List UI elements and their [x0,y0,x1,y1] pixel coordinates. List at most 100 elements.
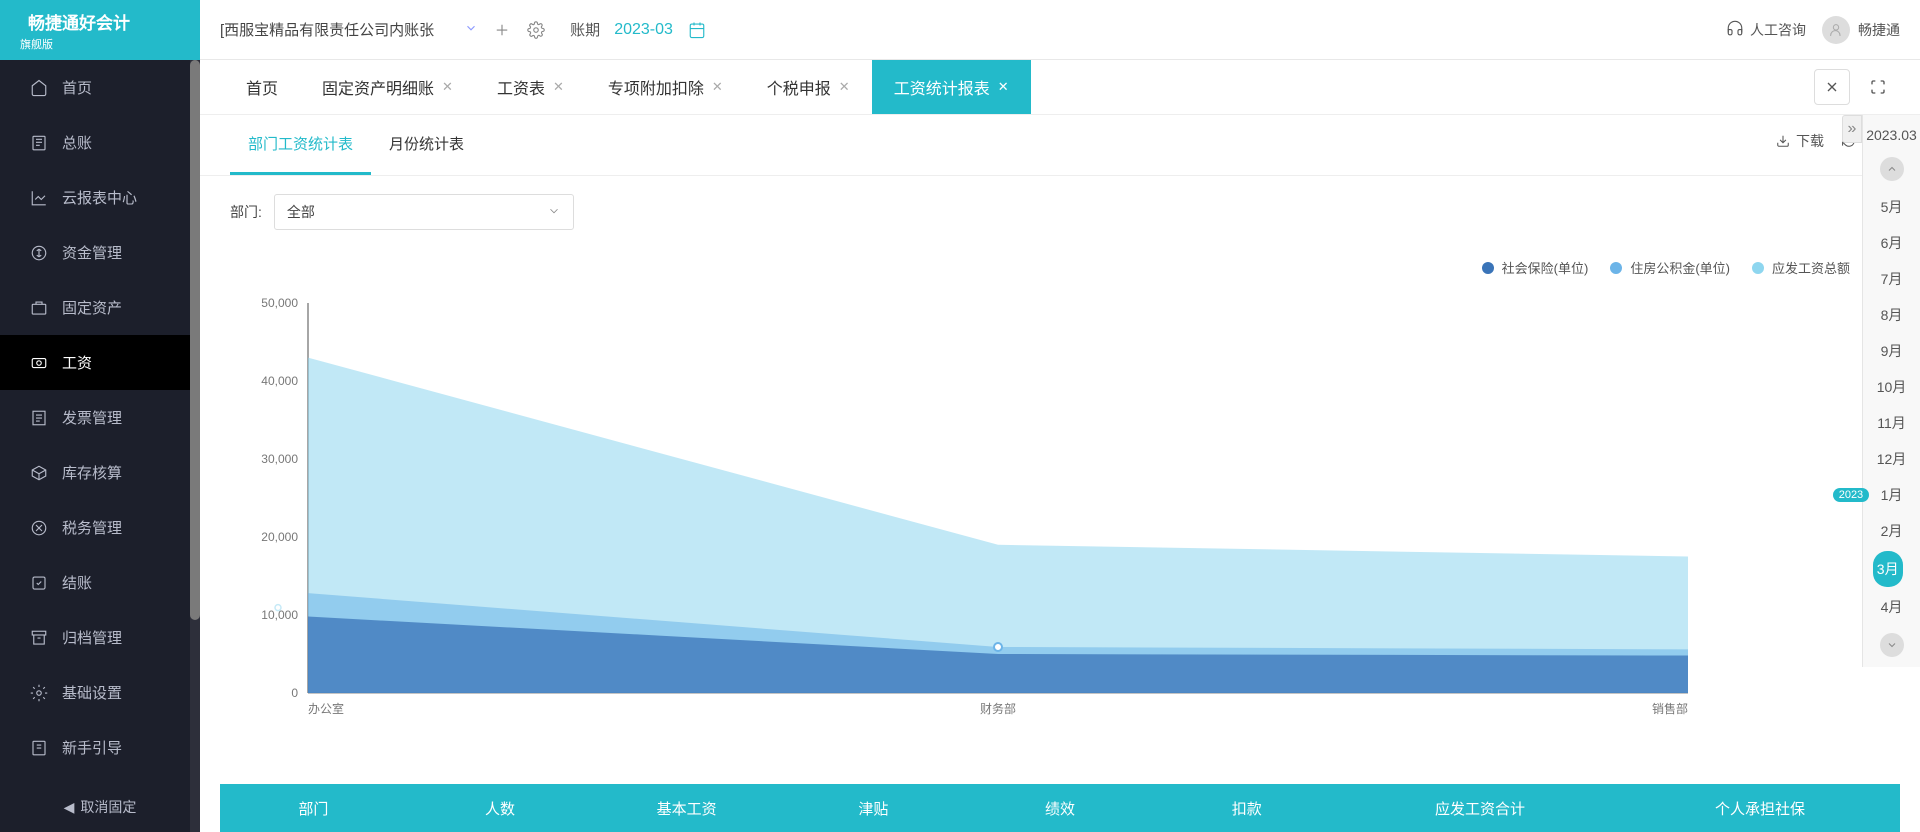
support-link[interactable]: 人工咨询 [1726,19,1806,40]
month-item[interactable]: 11月 [1873,405,1911,441]
tab[interactable]: 首页 [224,60,300,114]
add-icon[interactable] [492,20,512,40]
legend-dot [1482,262,1494,274]
month-item[interactable]: 2月 [1873,513,1911,549]
legend-item[interactable]: 应发工资总额 [1752,258,1850,277]
tab-label: 专项附加扣除 [608,75,704,99]
month-prev[interactable] [1880,157,1904,181]
svg-text:办公室: 办公室 [308,701,344,716]
tab-close-icon[interactable]: ✕ [839,79,850,95]
sidebar-item-salary[interactable]: 工资 [0,335,200,390]
period-value[interactable]: 2023-03 [614,21,673,39]
settings-icon [30,684,48,702]
fullscreen-button[interactable] [1860,69,1896,105]
tab-label: 工资统计报表 [894,75,990,99]
header: [西服宝精品有限责任公司内账张 账期 2023-03 人工咨询 畅捷通 [200,0,1920,60]
month-item[interactable]: 3月 [1873,551,1903,587]
month-item[interactable]: 4月 [1873,589,1911,625]
company-name: [西服宝精品有限责任公司内账张 [220,19,434,40]
inventory-icon [30,464,48,482]
sidebar-item-report[interactable]: 云报表中心 [0,170,200,225]
tab-close-icon[interactable]: ✕ [553,79,564,95]
tab[interactable]: 专项附加扣除 ✕ [586,60,745,114]
tab-close-icon[interactable]: ✕ [998,79,1009,95]
company-selector[interactable]: [西服宝精品有限责任公司内账张 [220,19,478,40]
chart-legend: 社会保险(单位) 住房公积金(单位) 应发工资总额 [230,248,1890,293]
logo-text: 畅捷通好会计 [28,9,130,34]
sidebar-item-inventory[interactable]: 库存核算 [0,445,200,500]
gear-icon[interactable] [526,20,546,40]
svg-text:财务部: 财务部 [980,701,1016,716]
sidebar-item-invoice[interactable]: 发票管理 [0,390,200,445]
chart-area: 社会保险(单位)住房公积金(单位)应发工资总额 010,00020,00030,… [200,248,1920,784]
sidebar-item-funds[interactable]: 资金管理 [0,225,200,280]
sidebar-item-guide[interactable]: 新手引导 [0,720,200,775]
sub-tabs: 部门工资统计表月份统计表 [200,115,1920,176]
month-panel: 2023.03 5月6月7月8月9月10月11月12月1月20232月3月4月 [1862,115,1920,667]
table-header: 部门人数基本工资津贴绩效扣款应发工资合计个人承担社保 [220,784,1900,832]
sidebar-item-label: 库存核算 [62,462,122,483]
year-badge: 2023 [1833,488,1869,502]
table-column-header: 个人承担社保 [1620,798,1900,819]
department-select[interactable]: 全部 [274,194,574,230]
tab-label: 首页 [246,75,278,99]
salary-icon [30,354,48,372]
sidebar-item-settings[interactable]: 基础设置 [0,665,200,720]
tab[interactable]: 工资统计报表 ✕ [872,60,1031,114]
user-menu[interactable]: 畅捷通 [1822,16,1900,44]
month-next[interactable] [1880,633,1904,657]
svg-text:40,000: 40,000 [261,374,298,388]
month-item[interactable]: 7月 [1873,261,1911,297]
tab-bar: 首页固定资产明细账✕工资表✕专项附加扣除✕个税申报✕工资统计报表✕ [200,60,1920,115]
area-chart: 010,00020,00030,00040,00050,000办公室财务部销售部 [230,293,1710,723]
invoice-icon [30,409,48,427]
content: 部门工资统计表月份统计表 下载 刷新 部门: 全部 [200,115,1920,832]
sidebar-item-ledger[interactable]: 总账 [0,115,200,170]
sidebar-item-label: 工资 [62,352,92,373]
sidebar-item-label: 税务管理 [62,517,122,538]
legend-item[interactable]: 住房公积金(单位) [1610,258,1730,277]
month-item[interactable]: 5月 [1873,189,1911,225]
tab-label: 工资表 [497,75,545,99]
sidebar-item-archive[interactable]: 归档管理 [0,610,200,665]
sidebar-item-tax[interactable]: 税务管理 [0,500,200,555]
month-item[interactable]: 8月 [1873,297,1911,333]
sidebar: 畅捷通好会计 旗舰版 首页总账云报表中心资金管理固定资产工资发票管理库存核算税务… [0,0,200,832]
table-column-header: 基本工资 [593,798,780,819]
sidebar-item-closing[interactable]: 结账 [0,555,200,610]
asset-icon [30,299,48,317]
month-panel-toggle[interactable]: » [1842,115,1862,143]
period-label: 账期 [570,19,600,40]
legend-item[interactable]: 社会保险(单位) [1482,258,1589,277]
month-item[interactable]: 1月2023 [1873,477,1911,513]
month-item[interactable]: 9月 [1873,333,1911,369]
svg-text:0: 0 [291,686,298,700]
close-all-tabs[interactable] [1814,69,1850,105]
month-item[interactable]: 12月 [1873,441,1911,477]
month-item[interactable]: 6月 [1873,225,1911,261]
legend-label: 住房公积金(单位) [1630,258,1730,277]
sidebar-scrollbar[interactable] [190,60,200,832]
legend-label: 应发工资总额 [1772,258,1850,277]
sidebar-item-asset[interactable]: 固定资产 [0,280,200,335]
filter-row: 部门: 全部 [200,176,1920,248]
svg-text:30,000: 30,000 [261,452,298,466]
filter-label: 部门: [230,202,262,222]
month-item[interactable]: 10月 [1873,369,1911,405]
tab[interactable]: 固定资产明细账✕ [300,60,475,114]
home-icon [30,79,48,97]
unpin-sidebar[interactable]: ◀ 取消固定 [0,782,200,832]
calendar-icon[interactable] [687,20,707,40]
tab-close-icon[interactable]: ✕ [442,79,453,95]
table-column-header: 部门 [220,798,407,819]
subtab[interactable]: 月份统计表 [371,115,482,175]
username: 畅捷通 [1858,20,1900,40]
svg-text:销售部: 销售部 [1652,701,1688,716]
tab-close-icon[interactable]: ✕ [712,79,723,95]
tab[interactable]: 工资表 ✕ [475,60,586,114]
subtab[interactable]: 部门工资统计表 [230,115,371,175]
download-button[interactable]: 下载 [1776,131,1824,151]
tab[interactable]: 个税申报✕ [745,60,872,114]
sidebar-item-home[interactable]: 首页 [0,60,200,115]
month-panel-year: 2023.03 [1862,121,1920,149]
